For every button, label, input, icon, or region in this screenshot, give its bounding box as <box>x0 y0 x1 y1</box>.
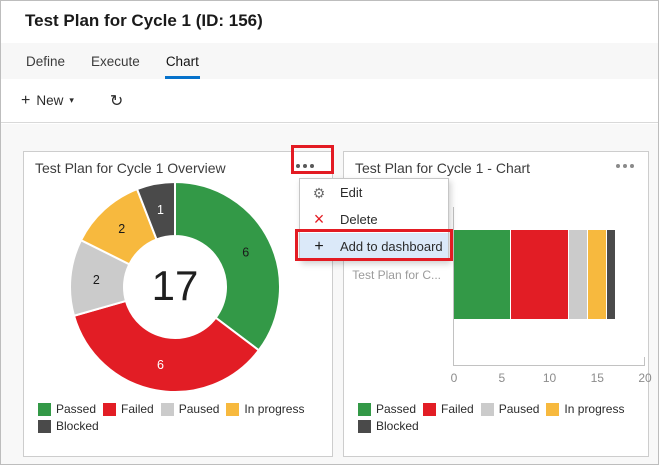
y-axis-line <box>453 207 454 365</box>
legend-item-paused: Paused <box>480 402 539 416</box>
chevron-down-icon: ▾ <box>69 95 74 105</box>
donut-segment-value: 1 <box>157 203 164 217</box>
blocked-swatch <box>38 419 51 433</box>
x-axis-tick-label: 10 <box>542 371 557 385</box>
tab-execute-label: Execute <box>91 53 140 69</box>
legend-item-in-progress: In progress <box>226 402 304 416</box>
more-options-button-2[interactable] <box>612 158 638 174</box>
legend-item-failed: Failed <box>103 402 154 416</box>
menu-item-edit-label: Edit <box>340 185 363 200</box>
page-title: Test Plan for Cycle 1 (ID: 156) <box>25 11 263 30</box>
paused-swatch <box>160 402 174 416</box>
new-button[interactable]: + New ▾ <box>15 85 80 117</box>
overview-widget-title: Test Plan for Cycle 1 Overview <box>35 160 226 176</box>
tab-bar: Define Execute Chart <box>1 43 658 79</box>
stacked-bar <box>454 230 616 319</box>
overview-chart-legend: Passed Failed Paused In progress Blocked <box>38 402 327 433</box>
context-menu: ⚙ Edit × Delete + Add to dashboard <box>299 178 449 261</box>
tab-execute[interactable]: Execute <box>90 43 141 79</box>
x-axis-line <box>453 365 645 366</box>
passed-swatch <box>358 402 371 416</box>
menu-item-edit[interactable]: ⚙ Edit <box>300 179 448 206</box>
legend-item-passed: Passed <box>38 402 96 416</box>
tab-chart[interactable]: Chart <box>164 43 200 79</box>
bar-segment-paused[interactable] <box>568 230 587 319</box>
gear-icon: ⚙ <box>312 184 326 201</box>
menu-item-delete[interactable]: × Delete <box>300 206 448 233</box>
paused-swatch <box>480 402 494 416</box>
in-progress-swatch <box>546 402 560 416</box>
x-axis-tick-label: 20 <box>638 371 652 385</box>
legend-item-in-progress: In progress <box>546 402 624 416</box>
x-axis-tick-label: 5 <box>498 371 506 385</box>
donut-segment-value: 6 <box>242 245 249 259</box>
donut-total: 17 <box>151 262 199 309</box>
x-axis-end-tick <box>644 357 645 365</box>
menu-item-delete-label: Delete <box>340 212 378 227</box>
menu-item-add-to-dashboard[interactable]: + Add to dashboard <box>300 233 448 260</box>
legend-item-paused: Paused <box>160 402 219 416</box>
plus-icon: + <box>314 237 324 255</box>
bar-segment-passed[interactable] <box>454 230 511 319</box>
menu-item-add-label: Add to dashboard <box>340 239 443 254</box>
x-axis-tick-label: 15 <box>590 371 604 385</box>
new-button-label: New <box>36 93 64 108</box>
more-options-button[interactable] <box>292 158 318 174</box>
bar-category-label: Test Plan for C... <box>352 268 441 282</box>
active-tab-underline <box>164 76 200 79</box>
donut-segment-failed[interactable] <box>72 299 261 393</box>
legend-item-blocked: Blocked <box>358 419 419 433</box>
bar-chart-legend: Passed Failed Paused In progress Blocked <box>358 402 643 433</box>
tab-define-label: Define <box>26 53 66 69</box>
donut-segment-value: 2 <box>93 273 100 287</box>
chart-widget-title: Test Plan for Cycle 1 - Chart <box>355 160 531 176</box>
toolbar: + New ▾ ↻ <box>1 79 658 123</box>
bar-segment-failed[interactable] <box>511 230 568 319</box>
x-axis-ticks: 0 5 10 15 20 <box>450 371 652 385</box>
blocked-swatch <box>358 419 371 433</box>
failed-swatch <box>423 402 437 416</box>
more-options-icon <box>616 164 620 168</box>
legend-item-failed: Failed <box>423 402 474 416</box>
more-options-icon <box>296 164 300 168</box>
legend-item-passed: Passed <box>358 402 416 416</box>
bar-segment-blocked[interactable] <box>606 230 616 319</box>
in-progress-swatch <box>226 402 240 416</box>
donut-segment-value: 2 <box>118 222 125 236</box>
refresh-button[interactable]: ↻ <box>104 85 129 117</box>
delete-x-icon: × <box>313 208 325 229</box>
donut-segment-value: 6 <box>157 358 164 372</box>
failed-swatch <box>103 402 117 416</box>
page-header: Test Plan for Cycle 1 (ID: 156) <box>1 1 658 43</box>
plus-icon: + <box>21 91 31 109</box>
tab-define[interactable]: Define <box>25 43 66 79</box>
tab-chart-label: Chart <box>165 53 199 69</box>
legend-item-blocked: Blocked <box>38 419 99 433</box>
donut-segment-blocked[interactable] <box>135 180 176 241</box>
x-axis-tick-label: 0 <box>450 371 458 385</box>
donut-chart: 6 6 2 2 1 <box>69 180 281 393</box>
refresh-icon: ↻ <box>109 92 124 110</box>
passed-swatch <box>38 402 51 416</box>
donut-segment-passed[interactable] <box>174 180 281 352</box>
bar-segment-in-progress[interactable] <box>587 230 606 319</box>
